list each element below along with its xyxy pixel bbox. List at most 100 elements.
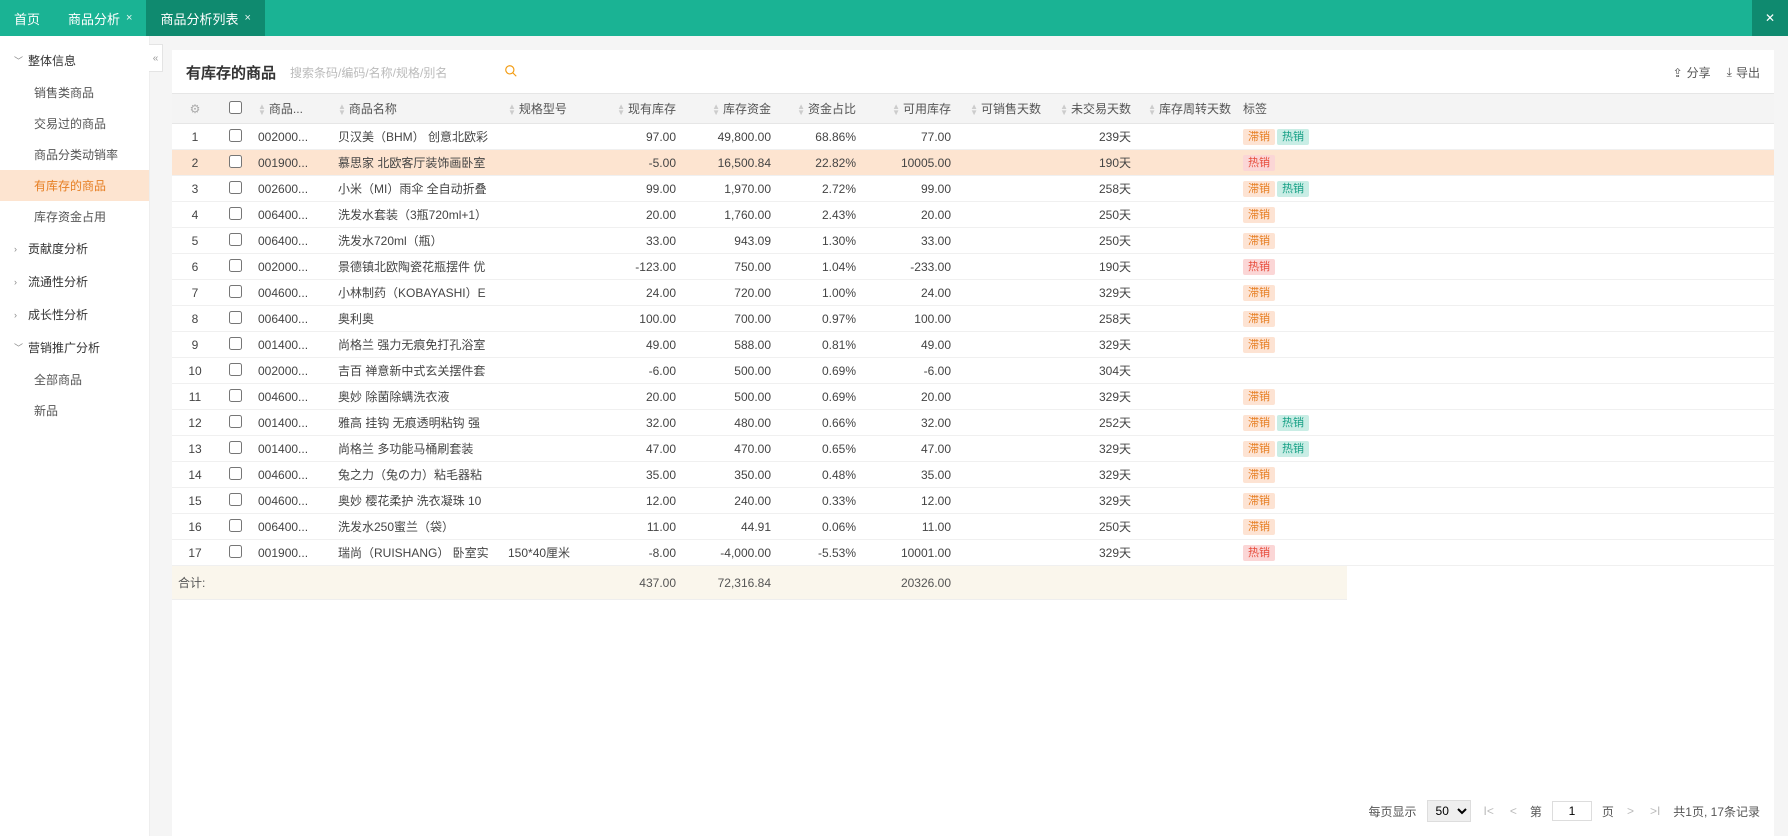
table-row[interactable]: 14004600...兔之力（兔の力）粘毛器粘35.00350.000.48%3… <box>172 462 1774 488</box>
th-turnover[interactable]: ▲▼库存周转天数 <box>1137 94 1237 124</box>
row-checkbox[interactable] <box>229 285 242 298</box>
table-row[interactable]: 16006400...洗发水250蜜兰（袋）11.0044.910.06%11.… <box>172 514 1774 540</box>
row-checkbox[interactable] <box>229 129 242 142</box>
nav-group-2[interactable]: ›流通性分析 <box>0 265 149 298</box>
cell-spec <box>502 462 592 488</box>
share-label: 分享 <box>1687 64 1711 81</box>
th-name[interactable]: ▲▼商品名称 <box>332 94 502 124</box>
cell-name: 奥妙 樱花柔护 洗衣凝珠 10 <box>332 488 502 514</box>
row-checkbox[interactable] <box>229 519 242 532</box>
row-checkbox[interactable] <box>229 441 242 454</box>
table-row[interactable]: 1002000...贝汉美（BHM） 创意北欧彩97.0049,800.0068… <box>172 124 1774 150</box>
row-checkbox[interactable] <box>229 389 242 402</box>
row-checkbox[interactable] <box>229 467 242 480</box>
row-checkbox[interactable] <box>229 363 242 376</box>
pager-last-button[interactable]: >I <box>1647 804 1663 818</box>
tab-1[interactable]: 商品分析× <box>54 0 146 36</box>
th-tags: 标签 <box>1237 94 1347 124</box>
pager-next-button[interactable]: > <box>1624 804 1637 818</box>
tag-orange: 滞销 <box>1243 129 1275 145</box>
cell-turnover <box>1137 228 1237 254</box>
table-row[interactable]: 8006400...奥利奥100.00700.000.97%100.00258天… <box>172 306 1774 332</box>
nav-item-0-2[interactable]: 商品分类动销率 <box>0 139 149 170</box>
cell-turnover <box>1137 410 1237 436</box>
nav-item-4-0[interactable]: 全部商品 <box>0 364 149 395</box>
row-checkbox[interactable] <box>229 181 242 194</box>
row-checkbox[interactable] <box>229 233 242 246</box>
th-stock[interactable]: ▲▼现有库存 <box>592 94 682 124</box>
row-index: 6 <box>172 254 218 280</box>
cell-avail: 24.00 <box>862 280 957 306</box>
cell-code: 001400... <box>252 410 332 436</box>
row-checkbox[interactable] <box>229 545 242 558</box>
row-checkbox[interactable] <box>229 207 242 220</box>
table-row[interactable]: 3002600...小米（MI）雨伞 全自动折叠99.001,970.002.7… <box>172 176 1774 202</box>
table-row[interactable]: 6002000...景德镇北欧陶瓷花瓶摆件 优-123.00750.001.04… <box>172 254 1774 280</box>
th-amount[interactable]: ▲▼库存资金 <box>682 94 777 124</box>
search-input[interactable] <box>290 66 490 80</box>
export-button[interactable]: ⤓ 导出 <box>1727 64 1760 81</box>
cell-name: 奥利奥 <box>332 306 502 332</box>
pager-prev-button[interactable]: < <box>1507 804 1520 818</box>
th-code[interactable]: ▲▼商品... <box>252 94 332 124</box>
gear-icon[interactable]: ⚙ <box>190 102 201 116</box>
cell-ratio: 0.65% <box>777 436 862 462</box>
search-icon[interactable] <box>504 64 518 81</box>
th-saledays[interactable]: ▲▼可销售天数 <box>957 94 1047 124</box>
table-scroll[interactable]: ⚙▲▼商品...▲▼商品名称▲▼规格型号▲▼现有库存▲▼库存资金▲▼资金占比▲▼… <box>172 93 1774 790</box>
per-page-select[interactable]: 50 <box>1427 800 1471 822</box>
th-notrade[interactable]: ▲▼未交易天数 <box>1047 94 1137 124</box>
cell-name: 尚格兰 强力无痕免打孔浴室 <box>332 332 502 358</box>
nav-group-4[interactable]: ﹀营销推广分析 <box>0 331 149 364</box>
share-button[interactable]: ⇪ 分享 <box>1673 64 1711 81</box>
select-all-checkbox[interactable] <box>229 101 242 114</box>
table-row[interactable]: 12001400...雅高 挂钩 无痕透明粘钩 强32.00480.000.66… <box>172 410 1774 436</box>
close-all-tabs-button[interactable]: ✕ <box>1752 0 1788 36</box>
cell-code: 006400... <box>252 202 332 228</box>
table-row[interactable]: 10002000...吉百 禅意新中式玄关摆件套-6.00500.000.69%… <box>172 358 1774 384</box>
cell-name: 雅高 挂钩 无痕透明粘钩 强 <box>332 410 502 436</box>
nav-item-0-0[interactable]: 销售类商品 <box>0 77 149 108</box>
table-row[interactable]: 13001400...尚格兰 多功能马桶刷套装 47.00470.000.65%… <box>172 436 1774 462</box>
sidebar-collapse-button[interactable]: « <box>149 44 163 72</box>
nav-group-label: 成长性分析 <box>28 306 88 323</box>
cell-spec <box>502 150 592 176</box>
chevron-left-icon: « <box>153 53 159 64</box>
table-row[interactable]: 9001400...尚格兰 强力无痕免打孔浴室49.00588.000.81%4… <box>172 332 1774 358</box>
nav-item-0-4[interactable]: 库存资金占用 <box>0 201 149 232</box>
tab-close-icon[interactable]: × <box>126 12 132 24</box>
table-row[interactable]: 2001900...慕思家 北欧客厅装饰画卧室-5.0016,500.8422.… <box>172 150 1774 176</box>
row-checkbox[interactable] <box>229 415 242 428</box>
row-checkbox[interactable] <box>229 493 242 506</box>
nav-item-4-1[interactable]: 新品 <box>0 395 149 426</box>
cell-avail: 20.00 <box>862 202 957 228</box>
tab-0[interactable]: 首页 <box>0 0 54 36</box>
nav-group-1[interactable]: ›贡献度分析 <box>0 232 149 265</box>
table-row[interactable]: 4006400...洗发水套装（3瓶720ml+1）20.001,760.002… <box>172 202 1774 228</box>
nav-item-0-3[interactable]: 有库存的商品 <box>0 170 149 201</box>
th-ratio[interactable]: ▲▼资金占比 <box>777 94 862 124</box>
tab-2[interactable]: 商品分析列表 × <box>146 0 264 36</box>
table-row[interactable]: 17001900...瑞尚（RUISHANG） 卧室实150*40厘米-8.00… <box>172 540 1774 566</box>
table-row[interactable]: 11004600...奥妙 除菌除螨洗衣液20.00500.000.69%20.… <box>172 384 1774 410</box>
row-checkbox[interactable] <box>229 337 242 350</box>
table-row[interactable]: 7004600...小林制药（KOBAYASHI）E24.00720.001.0… <box>172 280 1774 306</box>
totals-avail: 20326.00 <box>862 566 957 600</box>
share-icon: ⇪ <box>1673 66 1683 80</box>
row-checkbox[interactable] <box>229 311 242 324</box>
table-row[interactable]: 15004600...奥妙 樱花柔护 洗衣凝珠 1012.00240.000.3… <box>172 488 1774 514</box>
tab-label: 商品分析列表 <box>160 9 238 28</box>
cell-stock: 24.00 <box>592 280 682 306</box>
row-checkbox[interactable] <box>229 155 242 168</box>
th-avail[interactable]: ▲▼可用库存 <box>862 94 957 124</box>
row-checkbox[interactable] <box>229 259 242 272</box>
table-row[interactable]: 5006400...洗发水720ml（瓶）33.00943.091.30%33.… <box>172 228 1774 254</box>
th-spec[interactable]: ▲▼规格型号 <box>502 94 592 124</box>
nav-group-3[interactable]: ›成长性分析 <box>0 298 149 331</box>
nav-group-0[interactable]: ﹀整体信息 <box>0 44 149 77</box>
tab-close-icon[interactable]: × <box>244 12 250 24</box>
cell-spec <box>502 358 592 384</box>
nav-item-0-1[interactable]: 交易过的商品 <box>0 108 149 139</box>
pager-page-input[interactable] <box>1552 801 1592 821</box>
pager-first-button[interactable]: I< <box>1481 804 1497 818</box>
